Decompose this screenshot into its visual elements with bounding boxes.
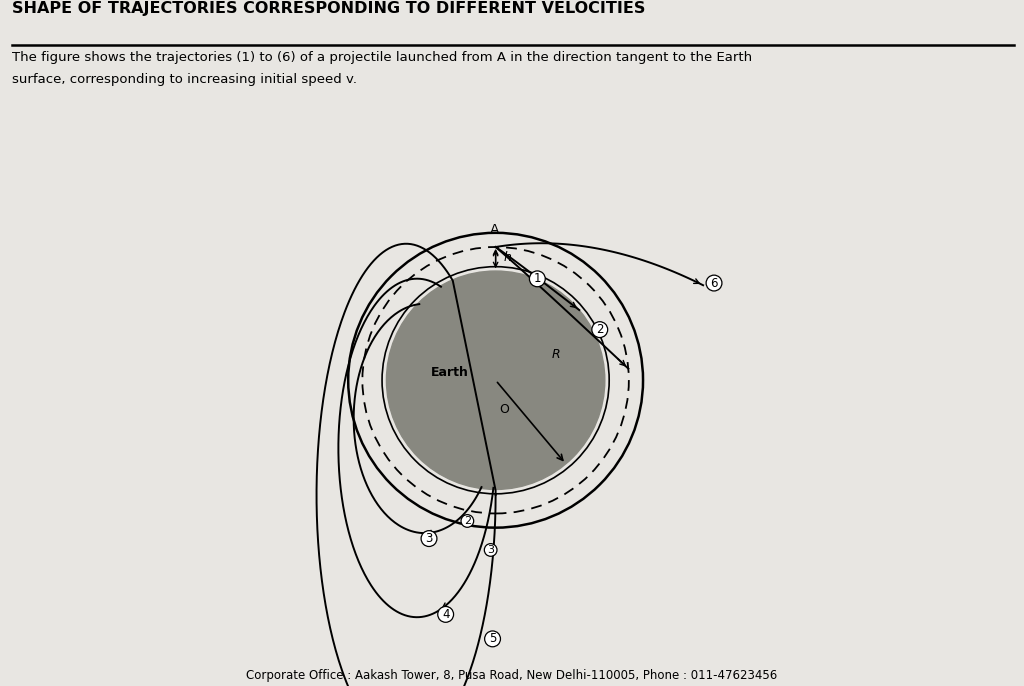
Circle shape	[386, 271, 605, 489]
Text: 4: 4	[442, 608, 450, 621]
Text: Earth: Earth	[431, 366, 469, 379]
Text: The figure shows the trajectories (1) to (6) of a projectile launched from A in : The figure shows the trajectories (1) to…	[12, 51, 753, 64]
Text: 2: 2	[596, 323, 603, 336]
Text: R: R	[551, 348, 560, 362]
Text: h: h	[503, 252, 511, 264]
Text: Corporate Office : Aakash Tower, 8, Pusa Road, New Delhi-110005, Phone : 011-476: Corporate Office : Aakash Tower, 8, Pusa…	[247, 669, 777, 682]
Text: SHAPE OF TRAJECTORIES CORRESPONDING TO DIFFERENT VELOCITIES: SHAPE OF TRAJECTORIES CORRESPONDING TO D…	[12, 1, 646, 16]
Text: 3: 3	[425, 532, 433, 545]
Text: surface, corresponding to increasing initial speed v.: surface, corresponding to increasing ini…	[12, 73, 357, 86]
Text: A: A	[489, 223, 500, 237]
Text: 5: 5	[488, 632, 497, 646]
Text: 1: 1	[534, 272, 541, 285]
Text: 3: 3	[487, 545, 495, 555]
Text: O: O	[500, 403, 509, 416]
Text: 6: 6	[711, 276, 718, 289]
Text: 2: 2	[464, 516, 471, 526]
